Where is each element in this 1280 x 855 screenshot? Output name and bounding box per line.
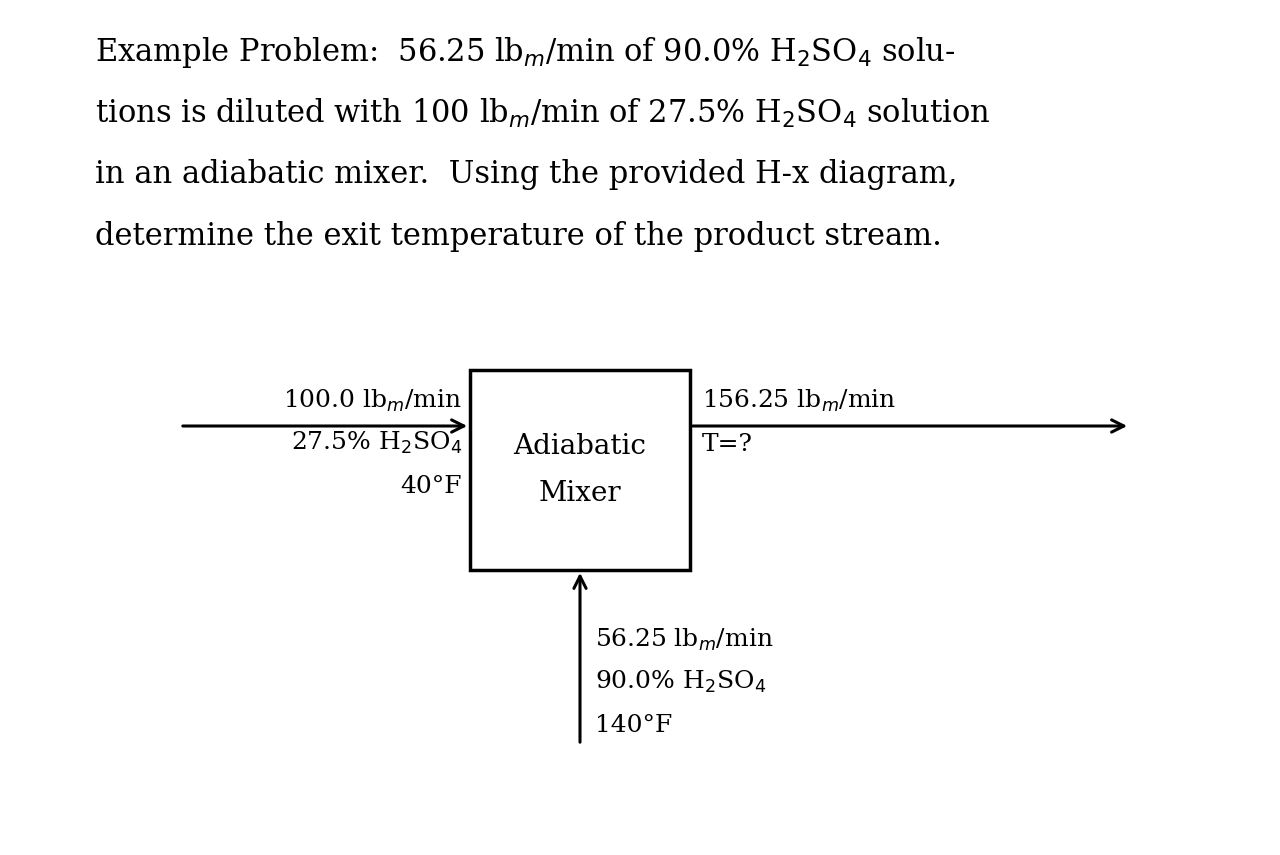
Text: determine the exit temperature of the product stream.: determine the exit temperature of the pr… xyxy=(95,221,942,252)
Text: Mixer: Mixer xyxy=(539,480,621,507)
Text: 100.0 lb$_m$/min: 100.0 lb$_m$/min xyxy=(283,388,462,414)
Text: 27.5% H$_2$SO$_4$: 27.5% H$_2$SO$_4$ xyxy=(291,430,462,456)
Text: T=?: T=? xyxy=(701,433,753,456)
Text: 90.0% H$_2$SO$_4$: 90.0% H$_2$SO$_4$ xyxy=(595,669,767,695)
Text: Adiabatic: Adiabatic xyxy=(513,433,646,460)
Text: tions is diluted with 100 lb$_m$/min of 27.5% H$_2$SO$_4$ solution: tions is diluted with 100 lb$_m$/min of … xyxy=(95,97,991,130)
Text: 40°F: 40°F xyxy=(401,475,462,498)
Text: in an adiabatic mixer.  Using the provided H-x diagram,: in an adiabatic mixer. Using the provide… xyxy=(95,159,957,190)
Text: 140°F: 140°F xyxy=(595,714,672,737)
Text: 56.25 lb$_m$/min: 56.25 lb$_m$/min xyxy=(595,627,773,653)
Text: 156.25 lb$_m$/min: 156.25 lb$_m$/min xyxy=(701,388,896,414)
Bar xyxy=(470,370,690,570)
Text: Example Problem:  56.25 lb$_m$/min of 90.0% H$_2$SO$_4$ solu-: Example Problem: 56.25 lb$_m$/min of 90.… xyxy=(95,35,956,70)
